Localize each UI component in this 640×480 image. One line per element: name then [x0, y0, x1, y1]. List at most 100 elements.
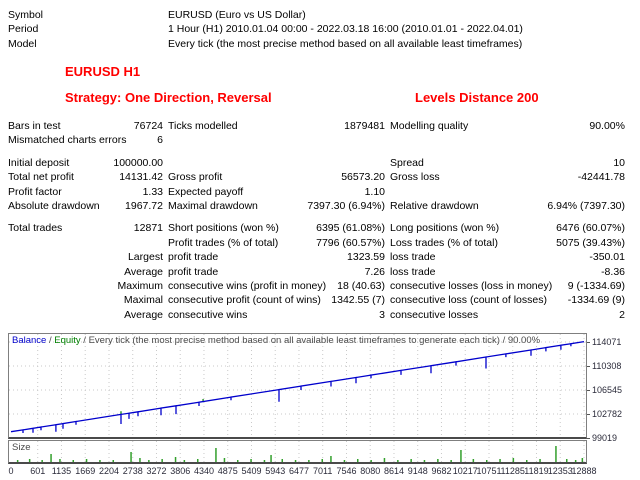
stat-label — [8, 308, 103, 322]
stat-label — [390, 37, 505, 51]
stat-value: 6395 (61.08%) — [316, 222, 385, 235]
stat-label — [8, 293, 103, 307]
balance-legend-label: Balance — [12, 335, 47, 346]
x-axis-label: 10217 — [452, 466, 478, 476]
stat-row: Initial deposit 100000.00 Spread 10 — [8, 156, 633, 170]
stat-value — [505, 37, 625, 51]
stat-label — [390, 133, 505, 147]
stat-value: 7397.30 (6.94%) — [307, 199, 385, 212]
stat-label: profit trade — [168, 265, 219, 278]
stat-row: Total net profit 14131.42 Gross profit 5… — [8, 170, 633, 184]
stat-label: loss trade — [390, 265, 436, 278]
x-axis-label: 10751 — [476, 466, 502, 476]
stat-value: 1342.55 (7) — [331, 294, 385, 307]
stat-value — [280, 22, 385, 36]
stat-label: Modelling quality — [390, 120, 469, 132]
stat-value: Largest — [127, 251, 163, 264]
stat-label: Total net profit — [8, 171, 74, 184]
stat-label: Bars in test — [8, 120, 61, 132]
stat-value: 12871 — [133, 222, 163, 235]
x-axis-label: 11285 — [500, 466, 525, 476]
stat-label — [168, 133, 280, 147]
stat-row: Average consecutive wins 3 consecutive l… — [8, 308, 633, 322]
stat-value: 6 — [157, 134, 163, 147]
stat-label: Spread — [390, 156, 424, 169]
stat-value: 7796 (60.57%) — [316, 236, 385, 249]
y-axis-label: 102782 — [592, 409, 623, 419]
stat-label: loss trade — [390, 251, 436, 264]
stat-value: 9 (-1334.69) — [567, 279, 625, 292]
stat-value: 1323.59 — [347, 251, 385, 264]
stat-value: 10 — [613, 156, 625, 169]
stat-row: Profit factor 1.33 Expected payoff 1.10 — [8, 185, 633, 199]
stat-row: Bars in test 76724 Ticks modelled 187948… — [8, 119, 633, 133]
stat-group: Initial deposit 100000.00 Spread 10 Tota… — [8, 156, 633, 214]
x-axis-label: 601 — [30, 466, 46, 476]
stat-label: consecutive profit (count of wins) — [168, 294, 321, 307]
x-axis-label: 4340 — [193, 466, 214, 476]
x-axis-label: 3272 — [146, 466, 167, 476]
y-axis-tick — [587, 366, 590, 367]
stat-value: 90.00% — [589, 120, 625, 132]
stat-value: 1967.72 — [125, 199, 163, 212]
stat-label: Total trades — [8, 222, 63, 235]
chart-header-description: / Every tick (the most precise method ba… — [80, 335, 541, 346]
stat-value — [505, 133, 625, 147]
x-axis-label: 0 — [8, 466, 14, 476]
stat-value: 5075 (39.43%) — [556, 236, 625, 249]
stat-value: 1879481 — [344, 120, 385, 132]
stat-label: consecutive wins (profit in money) — [168, 279, 327, 292]
x-axis-label: 9682 — [431, 466, 452, 476]
x-axis-label: 12353 — [547, 466, 573, 476]
report-title: EURUSD H1 — [65, 64, 141, 79]
stat-label — [8, 265, 103, 279]
stat-row: Period 1 Hour (H1) 2010.01.04 00:00 - 20… — [8, 22, 633, 36]
stat-value — [280, 133, 385, 147]
stat-label: consecutive loss (count of losses) — [390, 294, 547, 307]
x-axis-label: 11819 — [524, 466, 549, 476]
stat-value — [280, 156, 385, 170]
stat-value: 6476 (60.07%) — [556, 222, 625, 235]
stat-label: consecutive losses (loss in money) — [390, 279, 553, 292]
stat-value — [103, 8, 163, 22]
stat-label: Relative drawdown — [390, 199, 479, 212]
stat-row: Average profit trade 7.26 loss trade -8.… — [8, 265, 633, 279]
stat-value: 18 (40.63) — [337, 279, 385, 292]
stat-value: Maximum — [117, 279, 163, 292]
y-axis-tick — [587, 438, 590, 439]
equity-legend-label: Equity — [54, 335, 81, 346]
stat-value: 2 — [619, 308, 625, 321]
stat-value: 7.26 — [364, 265, 385, 278]
stat-value — [505, 22, 625, 36]
stat-label: 1 Hour (H1) 2010.01.04 00:00 - 2022.03.1… — [168, 23, 523, 36]
x-axis-label: 6477 — [288, 466, 309, 476]
stat-group: Bars in test 76724 Ticks modelled 187948… — [8, 119, 633, 148]
y-axis-label: 106545 — [592, 385, 623, 395]
x-axis-label: 3806 — [170, 466, 191, 476]
stat-label — [8, 236, 103, 250]
stat-value: Average — [124, 265, 163, 278]
stat-label: Every tick (the most precise method base… — [168, 37, 523, 50]
stat-value: -350.01 — [589, 251, 625, 264]
stat-label — [8, 279, 103, 293]
levels-distance-label: Levels Distance 200 — [415, 90, 539, 105]
stat-row: Total trades 12871 Short positions (won … — [8, 221, 633, 235]
x-axis-label: 5409 — [241, 466, 262, 476]
stat-value: 76724 — [133, 120, 163, 132]
stat-value: 3 — [379, 308, 385, 321]
stat-label — [168, 156, 280, 170]
stat-label: Symbol — [8, 9, 44, 21]
x-axis-label: 8080 — [360, 466, 381, 476]
stat-value — [505, 8, 625, 22]
stat-label — [8, 250, 103, 264]
stat-value: 100000.00 — [113, 156, 163, 169]
x-axis-label: 1135 — [51, 466, 72, 476]
stat-label: Absolute drawdown — [8, 199, 100, 212]
stat-label: profit trade — [168, 251, 219, 264]
stat-value: 6.94% (7397.30) — [547, 199, 625, 212]
stat-label: EURUSD (Euro vs US Dollar) — [168, 9, 306, 21]
size-chart-panel: Size — [8, 440, 587, 464]
strategy-label: Strategy: One Direction, Reversal — [65, 90, 272, 105]
stat-row: Model Every tick (the most precise metho… — [8, 37, 633, 51]
